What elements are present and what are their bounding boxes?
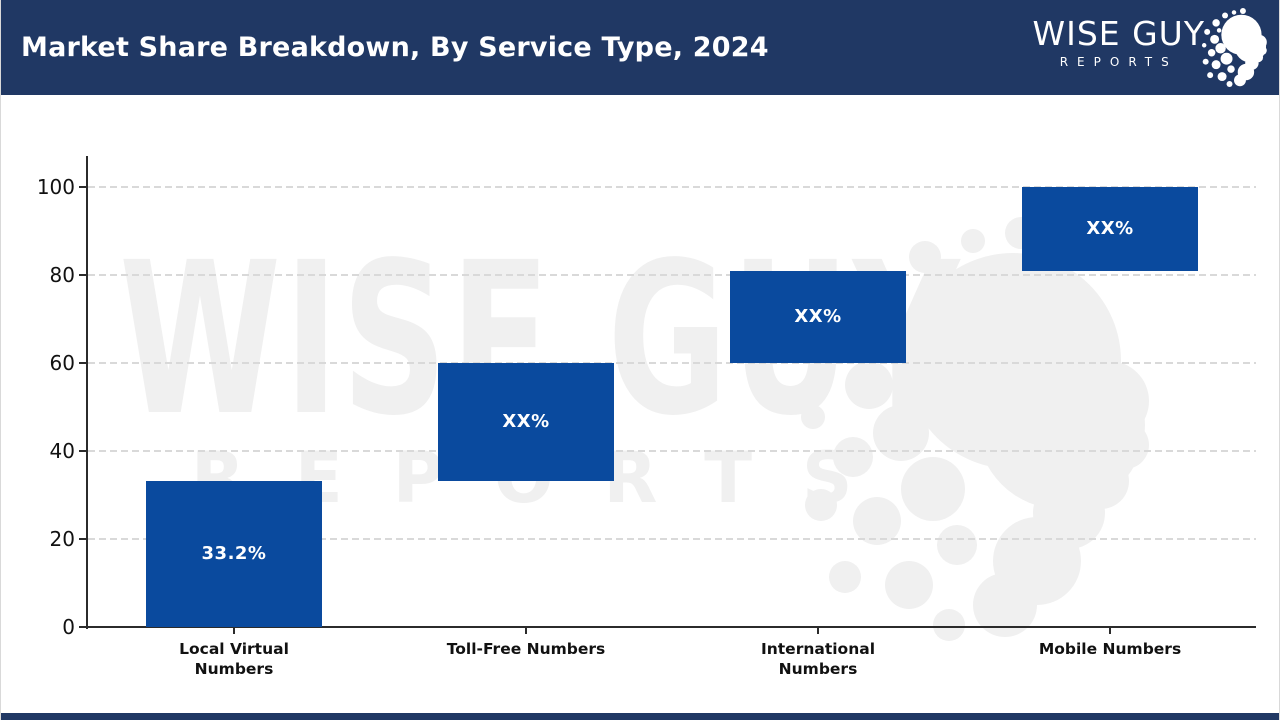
y-tick-label: 100 <box>36 175 75 199</box>
y-tick-mark <box>79 626 88 628</box>
x-tick-mark <box>233 628 235 634</box>
bar-value-label: XX% <box>794 306 842 328</box>
y-tick-mark <box>79 362 88 364</box>
y-tick-mark <box>79 186 88 188</box>
y-tick-label: 80 <box>49 263 75 287</box>
y-tick-label: 20 <box>49 527 75 551</box>
logo-name-text: WISE GUY <box>1032 14 1205 53</box>
bar: XX% <box>438 363 614 481</box>
y-axis-line <box>86 156 88 629</box>
gridline <box>88 186 1256 188</box>
y-tick-mark <box>79 538 88 540</box>
gridline <box>88 450 1256 452</box>
y-tick-mark <box>79 274 88 276</box>
x-axis-line <box>86 626 1256 628</box>
x-category-label: Local Virtual Numbers <box>179 640 289 678</box>
y-tick-label: 40 <box>49 439 75 463</box>
plot-region: 0 20 40 60 80 100 33.2% Local Virtual Numbers XX%… <box>1 95 1279 713</box>
bar-value-label: 33.2% <box>201 543 267 565</box>
y-tick-label: 0 <box>62 615 75 639</box>
bar: XX% <box>730 270 906 363</box>
x-tick-mark <box>525 628 527 634</box>
bar: XX% <box>1022 187 1198 271</box>
gridline <box>88 362 1256 364</box>
bar: 33.2% <box>146 480 322 627</box>
footer-bar <box>1 713 1279 720</box>
bar-value-label: XX% <box>1086 218 1134 240</box>
logo-reports-text: REPORTS <box>1059 55 1178 69</box>
x-category-label: International Numbers <box>760 640 876 678</box>
y-tick-label: 60 <box>49 351 75 375</box>
gridline <box>88 538 1256 540</box>
logo-wordmark: WISE GUY REPORTS <box>1032 16 1205 70</box>
y-tick-mark <box>79 450 88 452</box>
header-banner: Market Share Breakdown, By Service Type,… <box>1 0 1279 95</box>
bar-value-label: XX% <box>502 411 550 433</box>
logo-head-icon <box>1201 8 1267 88</box>
x-tick-mark <box>817 628 819 634</box>
x-tick-mark <box>1109 628 1111 634</box>
gridline <box>88 274 1256 276</box>
wise-guy-logo: WISE GUY REPORTS <box>1017 6 1267 90</box>
x-category-label: Toll-Free Numbers <box>446 640 606 658</box>
chart-title: Market Share Breakdown, By Service Type,… <box>21 32 769 63</box>
chart-area: WISE GUY REPORTS 02040608010033.2%Local … <box>1 95 1279 713</box>
x-category-label: Mobile Numbers <box>1038 640 1182 658</box>
